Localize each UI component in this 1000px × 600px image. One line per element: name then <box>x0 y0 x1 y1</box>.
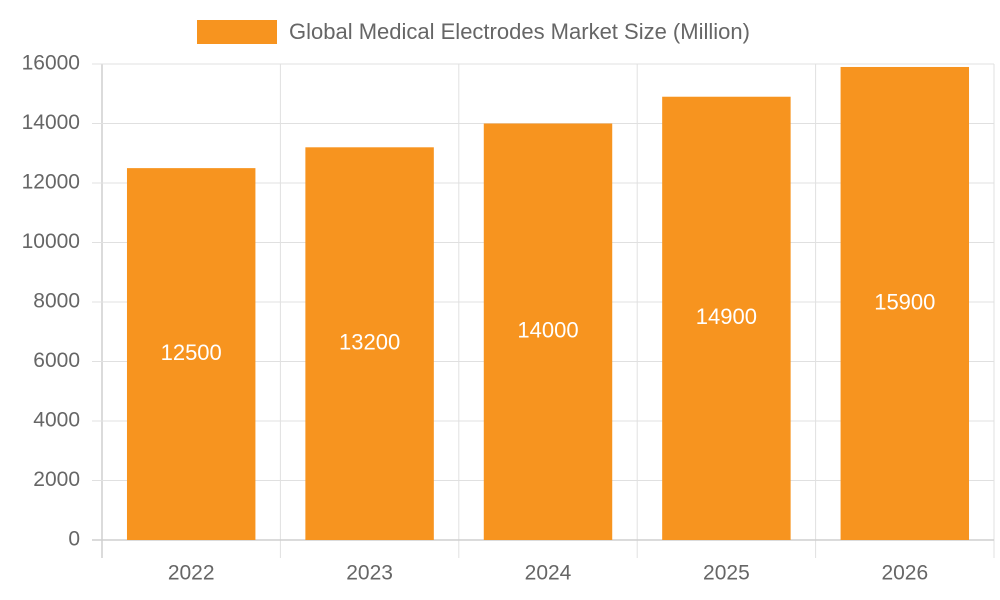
data-label: 14000 <box>517 318 578 343</box>
data-label: 12500 <box>161 340 222 365</box>
bar <box>840 66 970 540</box>
y-tick-label: 4000 <box>33 409 80 432</box>
bar <box>126 168 256 540</box>
y-tick-label: 6000 <box>33 349 80 372</box>
x-tick-label: 2024 <box>525 562 572 585</box>
data-label: 15900 <box>874 289 935 314</box>
data-label: 13200 <box>339 329 400 354</box>
x-tick-label: 2025 <box>703 562 750 585</box>
y-tick-label: 16000 <box>22 52 80 75</box>
y-tick-label: 8000 <box>33 290 80 313</box>
x-tick-label: 2022 <box>168 562 215 585</box>
bar <box>483 123 613 540</box>
y-tick-label: 2000 <box>33 468 80 491</box>
bar <box>305 147 434 541</box>
x-tick-label: 2026 <box>881 562 928 585</box>
x-tick-label: 2023 <box>346 562 393 585</box>
data-label: 14900 <box>696 304 757 329</box>
legend-swatch <box>197 20 277 44</box>
bar <box>662 96 791 540</box>
y-tick-label: 14000 <box>22 111 80 134</box>
y-tick-label: 0 <box>68 528 80 551</box>
legend-label: Global Medical Electrodes Market Size (M… <box>289 19 750 44</box>
y-tick-label: 10000 <box>22 230 80 253</box>
y-tick-label: 12000 <box>22 171 80 194</box>
